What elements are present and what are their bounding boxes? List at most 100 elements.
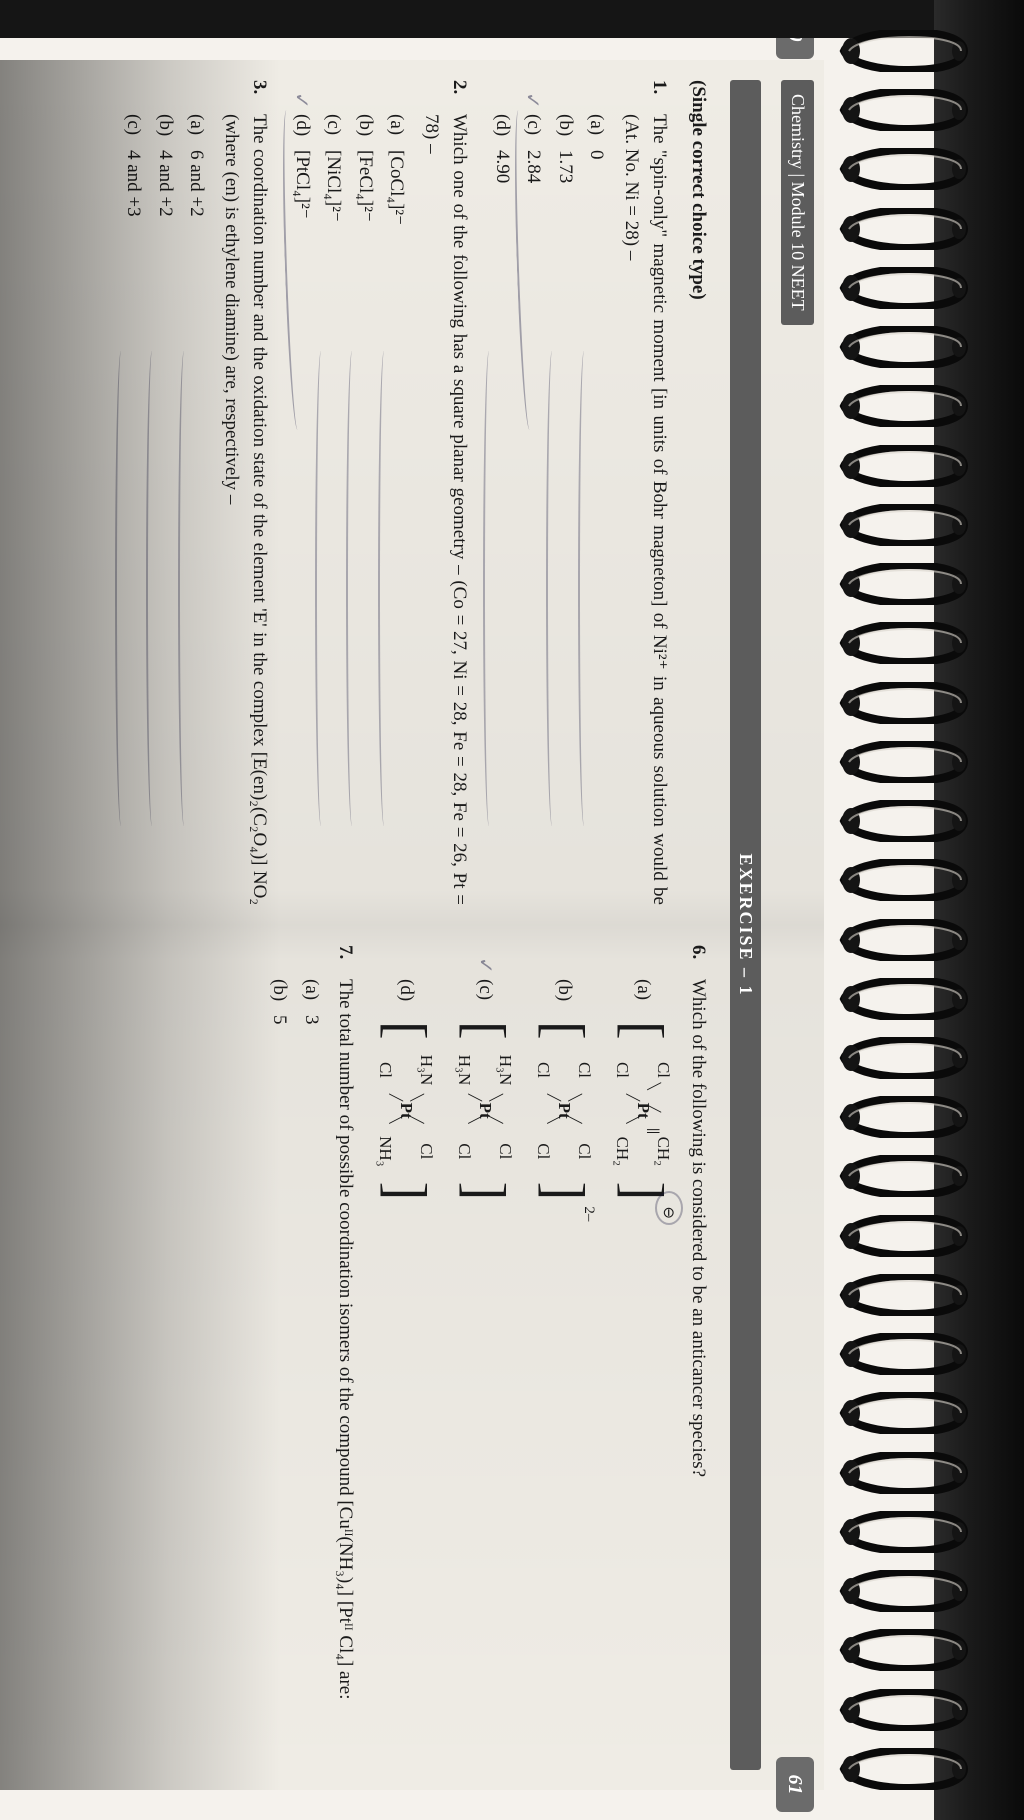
spiral-ring-icon [839, 1511, 969, 1553]
two-column-layout: (Single correct choice type) 1. The "spi… [105, 80, 712, 1770]
q2-a-value: [CoCl₄]²⁻ [387, 150, 408, 225]
ligand: Cl [575, 1131, 595, 1172]
question-3: 3. The coordination number and the oxida… [217, 80, 274, 905]
section-heading: (Single correct choice type) [684, 80, 713, 905]
q7-number: 7. [331, 945, 360, 979]
q6-opt-c: (c) [ H₃NCl ╲ ╱ Pt ╱ ╲ H₃NCl ] [452, 979, 517, 1770]
rotated-page: // placeholder - rings rendered below vi… [0, 0, 1024, 1820]
spiral-ring-icon [839, 1392, 969, 1434]
spiral-ring-icon [839, 1689, 969, 1731]
ligand: H₃N [454, 1050, 474, 1091]
q6-opt-a: (a) [ ClCH₂ ╲ ╱ ‖ Pt ╱ ╲ ClCH₂ ] ⊖ [610, 979, 675, 1770]
ligand: Cl [575, 1050, 595, 1091]
spiral-ring-icon [839, 267, 969, 309]
q6-c-label: (c) [471, 979, 500, 1015]
ligand: Cl [612, 1050, 632, 1091]
q3-opt-c: (c)4 and +3 [119, 114, 148, 905]
spiral-ring-icon [839, 208, 969, 250]
q2-opt-b: (b)[FeCl₄]²⁻ [351, 114, 380, 905]
question-6: 6. Which of the following is considered … [684, 945, 713, 1770]
q1-a-value: 0 [587, 150, 608, 160]
q1-d-value: 4.90 [492, 150, 513, 183]
spiral-ring-icon [839, 1629, 969, 1671]
right-column: 6. Which of the following is considered … [105, 945, 712, 1770]
bracket-left-icon: [ [542, 1021, 587, 1040]
q3-a-value: 6 and +2 [187, 150, 208, 217]
q7-text: The total number of possible coordinatio… [331, 979, 360, 1770]
left-column: (Single correct choice type) 1. The "spi… [105, 80, 712, 905]
q6-number: 6. [684, 945, 713, 979]
q2-opt-d: (d)[PtCl₄]²⁻ [288, 114, 317, 905]
q2-d-value: [PtCl₄]²⁻ [292, 150, 313, 219]
q6-a-complex: ClCH₂ ╲ ╱ ‖ Pt ╱ ╲ ClCH₂ [610, 1046, 675, 1176]
ligand: Cl [454, 1131, 474, 1172]
q6-c-complex: H₃NCl ╲ ╱ Pt ╱ ╲ H₃NCl [452, 1046, 517, 1176]
spiral-ring-icon [839, 1274, 969, 1316]
spiral-ring-icon [839, 385, 969, 427]
spiral-ring-icon [839, 1570, 969, 1612]
question-2: 2. Which one of the following has a squa… [417, 80, 474, 905]
q3-number: 3. [217, 80, 274, 114]
spiral-ring-icon [839, 1748, 969, 1790]
q3-options: (a)6 and +2 (b)4 and +2 (c)4 and +3 [119, 114, 211, 905]
q1-opt-a: (a)0 [582, 114, 611, 905]
spiral-ring-icon [839, 1037, 969, 1079]
spiral-ring-icon [839, 89, 969, 131]
bracket-left-icon: [ [384, 1021, 429, 1040]
ligand: CH₂ [612, 1131, 632, 1172]
ligand: Cl [417, 1131, 437, 1172]
q7-a-value: 3 [301, 1015, 322, 1025]
q2-number: 2. [417, 80, 474, 114]
q7-opt-a: (a)3 [296, 979, 325, 1770]
spiral-ring-icon [839, 978, 969, 1020]
q6-opt-d: (d) [ H₃NCl ╲ ╱ Pt ╱ ╲ ClNH₃ ] [373, 979, 438, 1770]
spiral-ring-icon [839, 682, 969, 724]
ligand: Cl [375, 1050, 395, 1091]
q1-number: 1. [617, 80, 674, 114]
spiral-ring-icon [839, 148, 969, 190]
ligand: Cl [496, 1131, 516, 1172]
q7-b-value: 5 [269, 1015, 290, 1025]
question-1: 1. The "spin-only" magnetic moment [in u… [617, 80, 674, 905]
q1-opt-d: (d)4.90 [488, 114, 517, 905]
charge-label: 2– [578, 1206, 601, 1221]
q6-a-label: (a) [629, 979, 658, 1015]
bracket-right-icon: ] [384, 1182, 429, 1201]
ligand: Cl [533, 1131, 553, 1172]
ligand: H₃N [496, 1050, 516, 1091]
q3-c-value: 4 and +3 [124, 150, 145, 217]
spiral-ring-icon [839, 30, 969, 72]
spiral-ring-icon [839, 504, 969, 546]
q2-options: (a)[CoCl₄]²⁻ (b)[FeCl₄]²⁻ (c)[NiCl₄]²⁻ (… [288, 114, 411, 905]
q1-b-value: 1.73 [555, 150, 576, 183]
q7-options: (a)3 (b)5 [265, 979, 325, 1770]
spiral-ring-icon [839, 622, 969, 664]
spiral-ring-icon [839, 859, 969, 901]
q3-opt-b: (b)4 and +2 [151, 114, 180, 905]
q6-b-complex: ClCl ╲ ╱ Pt ╱ ╲ ClCl [531, 1046, 596, 1176]
spiral-binding: // placeholder - rings rendered below vi… [809, 20, 969, 1800]
q1-text: The "spin-only" magnetic moment [in unit… [617, 114, 674, 905]
q2-opt-c: (c)[NiCl₄]²⁻ [319, 114, 348, 905]
q3-text: The coordination number and the oxidatio… [217, 114, 274, 905]
q1-c-value: 2.84 [524, 150, 545, 183]
q3-opt-a: (a)6 and +2 [182, 114, 211, 905]
spiral-ring-icon [839, 1155, 969, 1197]
q2-c-value: [NiCl₄]²⁻ [324, 150, 345, 222]
ligand: Cl [533, 1050, 553, 1091]
q1-opt-c: (c)2.84 [519, 114, 548, 905]
page-content: Chemistry | Module 10 NEET EXERCISE – 1 … [0, 60, 824, 1790]
q1-opt-b: (b)1.73 [551, 114, 580, 905]
spiral-ring-icon [839, 1215, 969, 1257]
bracket-left-icon: [ [463, 1021, 508, 1040]
spiral-ring-icon [839, 1333, 969, 1375]
spiral-ring-icon [839, 326, 969, 368]
bracket-left-icon: [ [621, 1021, 666, 1040]
q6-b-label: (b) [550, 979, 579, 1015]
q6-text: Which of the following is considered to … [684, 979, 713, 1770]
q2-text: Which one of the following has a square … [417, 114, 474, 905]
exercise-bar: EXERCISE – 1 [730, 80, 761, 1770]
spiral-ring-icon [839, 445, 969, 487]
spiral-ring-icon [839, 741, 969, 783]
q1-options: (a)0 (b)1.73 (c)2.84 (d)4.90 [488, 114, 611, 905]
